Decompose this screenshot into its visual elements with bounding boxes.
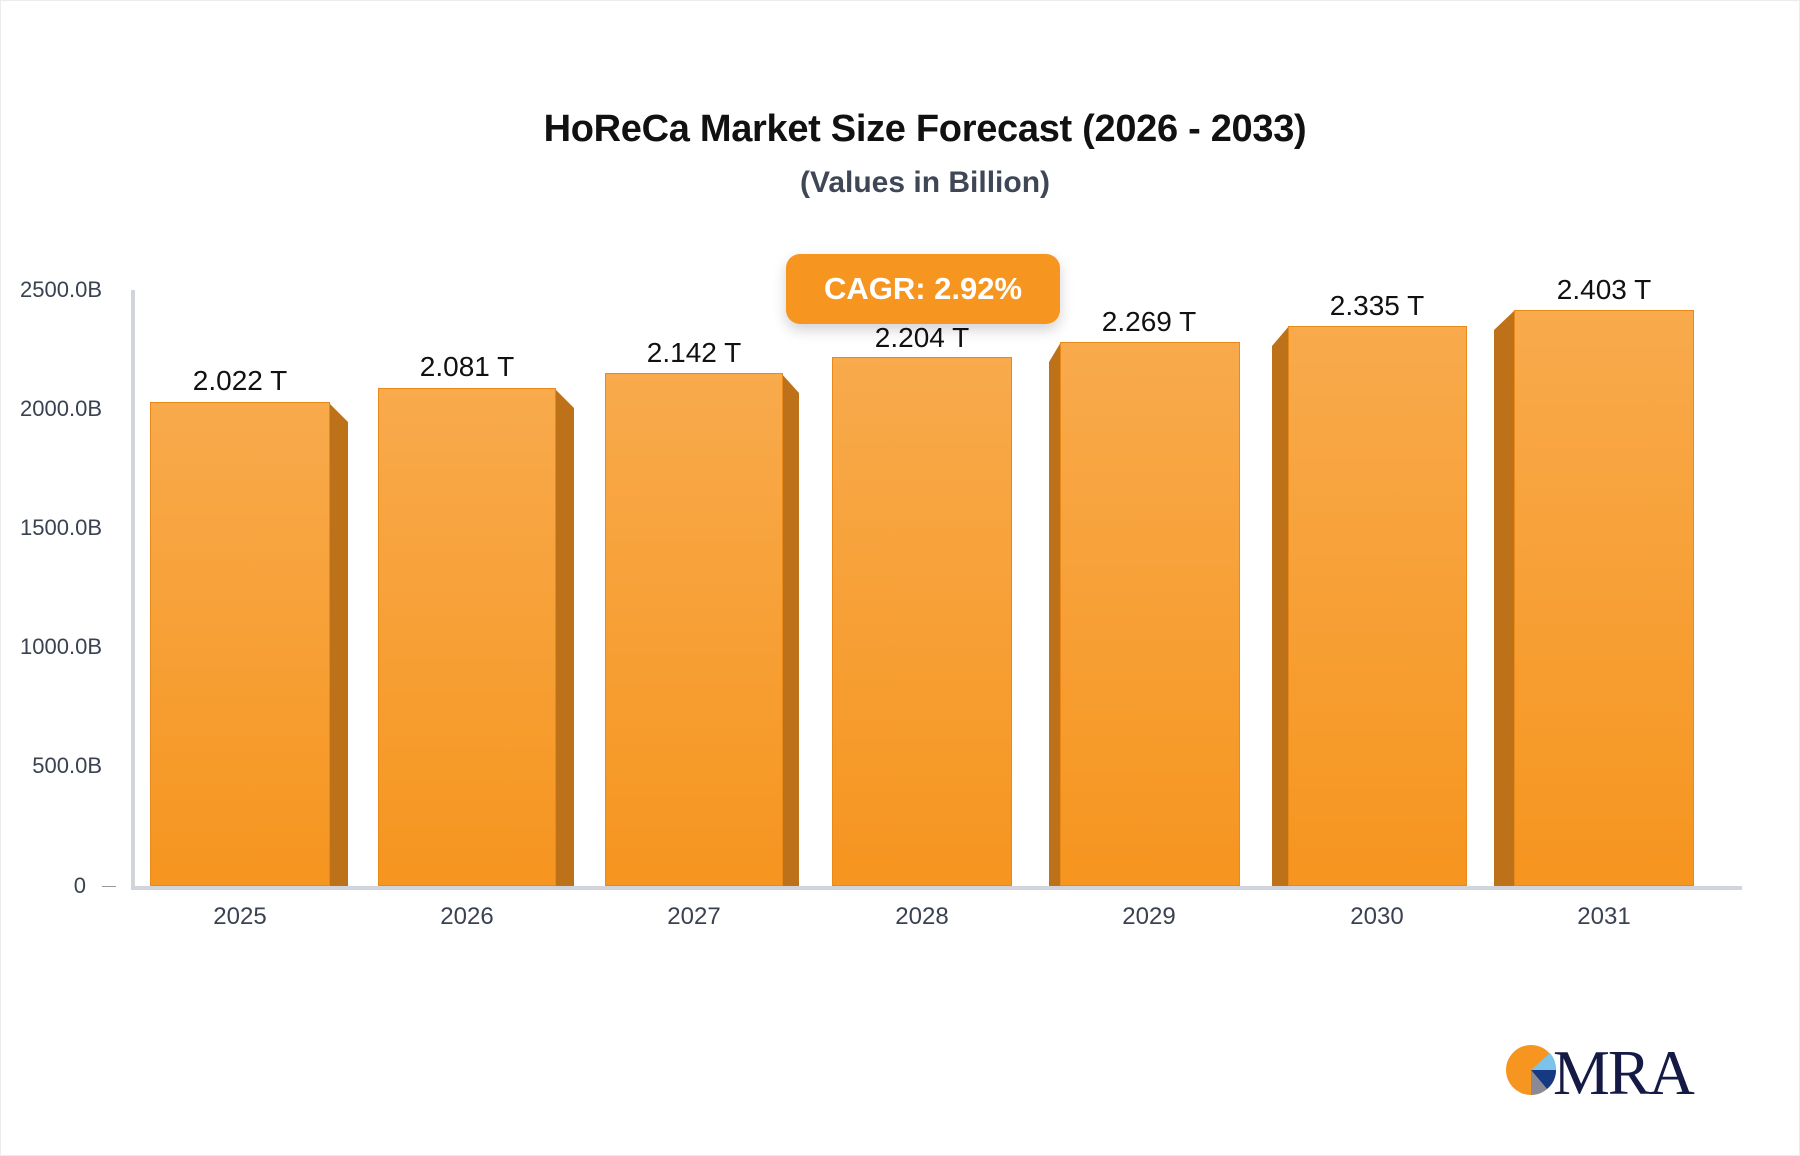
zero-tick-mark bbox=[102, 886, 116, 887]
y-tick-500: 500.0B bbox=[32, 753, 102, 778]
bar-2026[interactable] bbox=[378, 388, 578, 886]
y-tick-0: 0 bbox=[73, 873, 86, 898]
bar-front bbox=[1514, 310, 1694, 886]
x-label-2031: 2031 bbox=[1577, 903, 1631, 930]
value-label-2030: 2.335 T bbox=[1329, 290, 1425, 321]
pie-chart-logo-icon bbox=[1506, 1045, 1557, 1095]
y-tick-2000: 2000.0B bbox=[20, 396, 102, 421]
bar-front bbox=[150, 402, 330, 886]
bar-front bbox=[378, 388, 556, 886]
bar-2029[interactable] bbox=[1049, 342, 1241, 886]
value-label-2029: 2.269 T bbox=[1101, 306, 1197, 337]
x-label-2030: 2030 bbox=[1350, 903, 1404, 930]
x-label-2026: 2026 bbox=[440, 903, 494, 930]
bar-front bbox=[1060, 342, 1240, 886]
y-tick-1500: 1500.0B bbox=[20, 515, 102, 540]
bar-side bbox=[328, 402, 348, 886]
chart-subtitle: (Values in Billion) bbox=[799, 166, 1051, 199]
x-axis-line bbox=[131, 886, 1742, 890]
x-label-2025: 2025 bbox=[213, 903, 267, 930]
bar-2031[interactable] bbox=[1494, 310, 1694, 886]
value-label-2026: 2.081 T bbox=[419, 351, 515, 382]
bar-front bbox=[1288, 326, 1467, 886]
x-label-2028: 2028 bbox=[895, 903, 949, 930]
value-label-2031: 2.403 T bbox=[1556, 274, 1652, 305]
value-label-2025: 2.022 T bbox=[192, 365, 288, 396]
y-tick-1000: 1000.0B bbox=[20, 634, 102, 659]
logo-text: MRA bbox=[1553, 1037, 1695, 1108]
bar-side bbox=[781, 373, 799, 886]
bar-side bbox=[1049, 342, 1061, 886]
value-label-2028: 2.204 T bbox=[874, 322, 970, 353]
chart-title: HoReCa Market Size Forecast (2026 - 2033… bbox=[543, 108, 1307, 150]
bar-2028[interactable] bbox=[832, 357, 1012, 886]
bar-front bbox=[832, 357, 1012, 886]
y-axis-line bbox=[131, 290, 135, 890]
value-label-2027: 2.142 T bbox=[646, 337, 742, 368]
bar-2025[interactable] bbox=[150, 402, 350, 886]
mra-logo: MRA bbox=[1503, 1037, 1703, 1108]
bar-side bbox=[554, 388, 574, 886]
x-label-2029: 2029 bbox=[1122, 903, 1176, 930]
x-label-2027: 2027 bbox=[667, 903, 721, 930]
bar-side bbox=[1494, 310, 1515, 886]
cagr-badge: CAGR: 2.92% bbox=[786, 254, 1060, 324]
bar-front bbox=[605, 373, 783, 886]
bar-2030[interactable] bbox=[1272, 326, 1468, 886]
bar-2027[interactable] bbox=[605, 373, 805, 886]
y-tick-2500: 2500.0B bbox=[20, 277, 102, 302]
bar-side bbox=[1272, 326, 1289, 886]
